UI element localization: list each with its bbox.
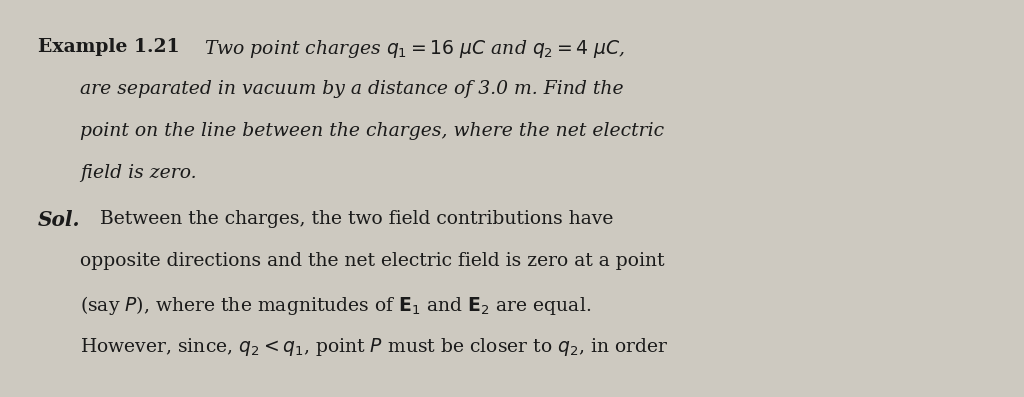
Text: point on the line between the charges, where the net electric: point on the line between the charges, w… bbox=[80, 122, 665, 140]
Text: However, since, $q_2 < q_1$, point $P$ must be closer to $q_2$, in order: However, since, $q_2 < q_1$, point $P$ m… bbox=[80, 336, 669, 358]
Text: field is zero.: field is zero. bbox=[80, 164, 197, 182]
Text: Example 1.21: Example 1.21 bbox=[38, 38, 179, 56]
Text: Sol.: Sol. bbox=[38, 210, 81, 230]
Text: opposite directions and the net electric field is zero at a point: opposite directions and the net electric… bbox=[80, 252, 665, 270]
Text: Between the charges, the two field contributions have: Between the charges, the two field contr… bbox=[100, 210, 613, 228]
Text: are separated in vacuum by a distance of 3.0 m. Find the: are separated in vacuum by a distance of… bbox=[80, 80, 624, 98]
Text: Two point charges $q_1 = 16\ \mu C$ and $q_2 = 4\ \mu C$,: Two point charges $q_1 = 16\ \mu C$ and … bbox=[204, 38, 626, 60]
Text: (say $P$), where the magnitudes of $\mathbf{E}_1$ and $\mathbf{E}_2$ are equal.: (say $P$), where the magnitudes of $\mat… bbox=[80, 294, 591, 317]
